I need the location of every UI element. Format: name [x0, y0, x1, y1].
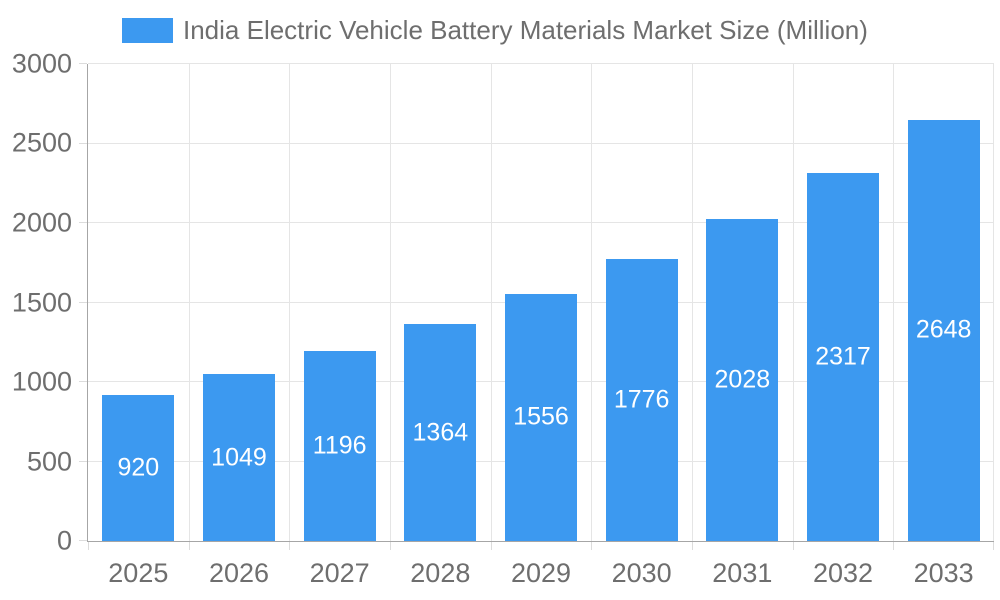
v-gridline: [993, 64, 994, 541]
x-axis-tick: [691, 542, 693, 550]
y-axis-label: 2000: [11, 207, 72, 238]
bar-value-label: 2648: [915, 315, 972, 344]
bar-2032: 2317: [807, 172, 879, 541]
y-axis-label: 2500: [11, 127, 72, 158]
bar-value-label: 1556: [513, 402, 569, 431]
bar-2033: 2648: [907, 119, 980, 541]
bar-value-label: 1364: [412, 418, 469, 447]
h-gridline: [88, 63, 994, 64]
v-gridline: [188, 64, 190, 541]
y-axis-tick: [79, 142, 87, 144]
y-axis-tick: [79, 222, 87, 224]
bar-2029: 1556: [505, 293, 577, 541]
y-axis-label: 1500: [11, 287, 72, 317]
x-axis-tick: [591, 542, 593, 550]
bar-2027: 1196: [303, 350, 376, 541]
y-axis-label: 0: [56, 525, 72, 556]
bar-2025: 920: [102, 394, 175, 541]
h-gridline: [88, 142, 994, 144]
v-gridline: [490, 64, 492, 541]
y-axis-label: 1000: [11, 366, 72, 397]
x-axis-tick: [993, 542, 994, 550]
v-gridline: [591, 64, 593, 541]
legend-swatch-icon: [122, 17, 173, 43]
x-axis-tick: [88, 542, 89, 550]
y-axis-tick: [79, 460, 87, 462]
bar-value-label: 2317: [815, 342, 871, 371]
y-axis-tick: [79, 381, 87, 383]
x-axis-label: 2031: [712, 558, 773, 588]
bar-value-label: 920: [117, 453, 160, 482]
bar-2030: 1776: [605, 258, 678, 541]
plot-area: 0 500 1000 1500 2000 2500 3000 920 2025 1049 2026 1…: [12, 49, 994, 588]
x-axis-label: 2030: [611, 558, 672, 588]
x-axis-tick: [289, 542, 291, 550]
v-gridline: [289, 64, 291, 541]
x-axis-label: 2026: [208, 558, 270, 588]
x-axis-label: 2029: [510, 558, 572, 588]
bar-value-label: 1049: [211, 443, 267, 472]
y-axis-label: 500: [26, 446, 72, 476]
x-axis-label: 2028: [410, 558, 471, 588]
bar-value-label: 2028: [714, 365, 771, 394]
x-axis-label: 2025: [108, 558, 169, 588]
legend-item[interactable]: India Electric Vehicle Battery Materials…: [122, 17, 868, 43]
x-axis-label: 2032: [812, 558, 874, 588]
bar-value-label: 1776: [613, 385, 670, 414]
legend-label: India Electric Vehicle Battery Materials…: [183, 15, 868, 45]
x-axis-tick: [792, 542, 794, 550]
bar-2031: 2028: [706, 218, 779, 541]
bar-2026: 1049: [202, 374, 275, 541]
y-axis-tick: [79, 540, 87, 541]
x-axis-tick: [893, 542, 895, 550]
v-gridline: [792, 64, 794, 541]
y-axis-tick: [79, 63, 87, 64]
bar-value-label: 1196: [312, 431, 367, 460]
x-axis-tick: [490, 542, 492, 550]
x-axis-label: 2027: [309, 558, 370, 588]
x-axis-label: 2033: [913, 558, 974, 588]
y-axis-label: 3000: [11, 48, 72, 79]
bar-2028: 1364: [404, 324, 477, 541]
x-axis-tick: [188, 542, 190, 550]
y-axis-tick: [79, 301, 87, 303]
v-gridline: [893, 64, 895, 541]
x-axis-tick: [389, 542, 391, 550]
v-gridline: [389, 64, 391, 541]
h-gridline: [88, 222, 994, 224]
v-gridline: [691, 64, 693, 541]
